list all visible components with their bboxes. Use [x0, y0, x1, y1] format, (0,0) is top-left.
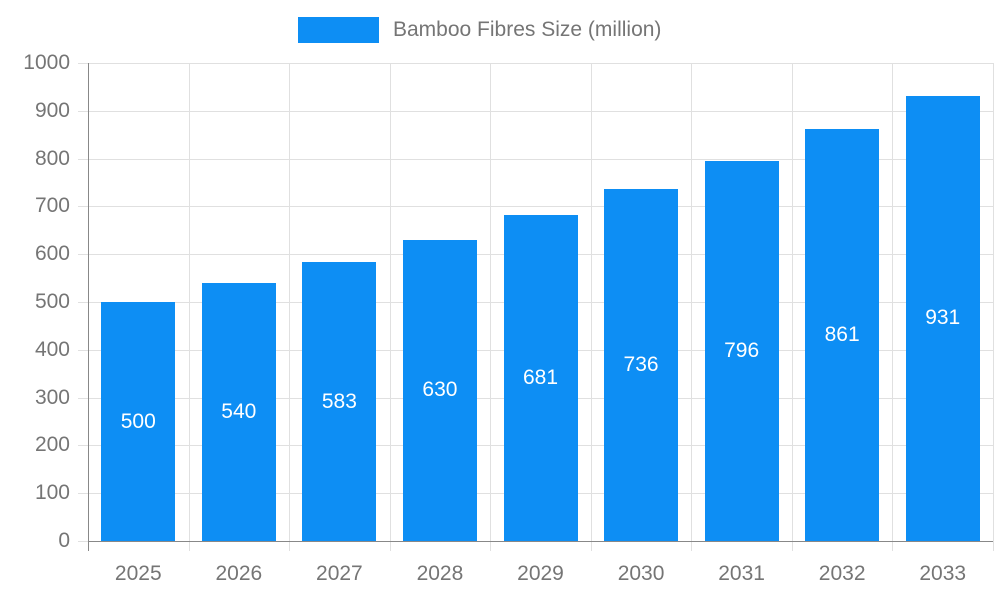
y-axis-tick-label: 300	[34, 385, 70, 409]
y-axis-tick-label: 100	[34, 481, 70, 505]
bar-value-label: 500	[120, 409, 156, 433]
x-axis-category-label: 2028	[416, 562, 464, 585]
y-axis-tick-label: 700	[34, 194, 70, 218]
y-axis-line	[88, 63, 89, 541]
legend-label: Bamboo Fibres Size (million)	[393, 18, 662, 41]
bar	[101, 302, 176, 541]
y-axis-tick-label: 0	[58, 529, 70, 552]
y-axis-tick	[78, 349, 88, 351]
gridline-vertical	[289, 63, 291, 541]
bar-value-label: 931	[925, 306, 961, 330]
y-axis-tick	[78, 493, 88, 495]
bar	[905, 95, 980, 541]
x-axis-category-label: 2025	[114, 562, 162, 585]
x-axis-category-label: 2029	[517, 562, 564, 585]
y-axis-tick	[78, 110, 88, 112]
x-axis-tick	[691, 541, 693, 551]
x-axis-tick	[791, 541, 793, 551]
y-axis-tick-label: 1000	[23, 51, 70, 74]
bar-value-label: 861	[824, 323, 860, 347]
y-axis-tick	[78, 158, 88, 160]
bar-value-label: 681	[522, 366, 559, 390]
legend-swatch	[298, 17, 379, 43]
x-axis-tick	[88, 541, 89, 551]
y-axis-tick	[78, 445, 88, 447]
bar	[201, 282, 276, 541]
y-axis-tick	[78, 397, 88, 399]
x-axis-category-label: 2033	[919, 562, 967, 585]
x-axis-tick	[590, 541, 592, 551]
bar-value-label: 583	[321, 389, 357, 413]
x-axis-line	[88, 541, 993, 542]
bar	[302, 262, 377, 541]
legend-item[interactable]: Bamboo Fibres Size (million)	[298, 17, 661, 43]
x-axis-category-label: 2031	[718, 562, 765, 585]
gridline-horizontal	[88, 110, 993, 112]
gridline-vertical	[389, 63, 391, 541]
x-axis-category-label: 2030	[617, 562, 665, 585]
bar	[805, 129, 880, 541]
y-axis-tick	[78, 541, 88, 542]
gridline-horizontal	[88, 158, 993, 160]
gridline-horizontal	[88, 63, 993, 64]
x-axis-category-label: 2027	[316, 562, 363, 585]
x-axis-tick	[188, 541, 190, 551]
x-axis-tick	[389, 541, 391, 551]
gridline-vertical	[590, 63, 592, 541]
bar-value-label: 796	[724, 338, 760, 362]
y-axis-tick-label: 400	[34, 337, 70, 361]
gridline-vertical	[691, 63, 693, 541]
y-axis-tick-label: 900	[34, 98, 70, 122]
x-axis-tick	[892, 541, 894, 551]
gridline-vertical	[892, 63, 894, 541]
x-axis-tick	[289, 541, 291, 551]
bar-value-label: 736	[623, 353, 659, 377]
y-axis-tick-label: 500	[34, 290, 70, 313]
gridline-vertical	[188, 63, 190, 541]
plot-area: 0 100 200 300 400 500 600 700 800 900 1000 500 2025 5…	[23, 51, 994, 585]
x-axis-tick	[993, 541, 994, 551]
bar	[402, 239, 477, 541]
bar-value-label: 630	[422, 378, 458, 402]
y-axis-tick	[78, 206, 88, 208]
y-axis-tick	[78, 302, 88, 303]
bar	[604, 189, 679, 541]
bar	[704, 160, 779, 541]
y-axis-tick-label: 800	[34, 146, 70, 170]
x-axis-tick	[490, 541, 492, 551]
y-axis-tick	[78, 254, 88, 256]
x-axis-category-label: 2026	[215, 562, 263, 585]
gridline-vertical	[490, 63, 492, 541]
y-axis-tick	[78, 63, 88, 64]
bar-value-label: 540	[221, 399, 257, 423]
gridline-vertical	[993, 63, 994, 541]
y-axis-tick-label: 200	[34, 433, 70, 457]
gridline-horizontal	[88, 206, 993, 208]
y-axis-tick-label: 600	[34, 242, 70, 266]
bar	[503, 215, 578, 541]
gridline-vertical	[791, 63, 793, 541]
x-axis-category-label: 2032	[818, 562, 866, 585]
